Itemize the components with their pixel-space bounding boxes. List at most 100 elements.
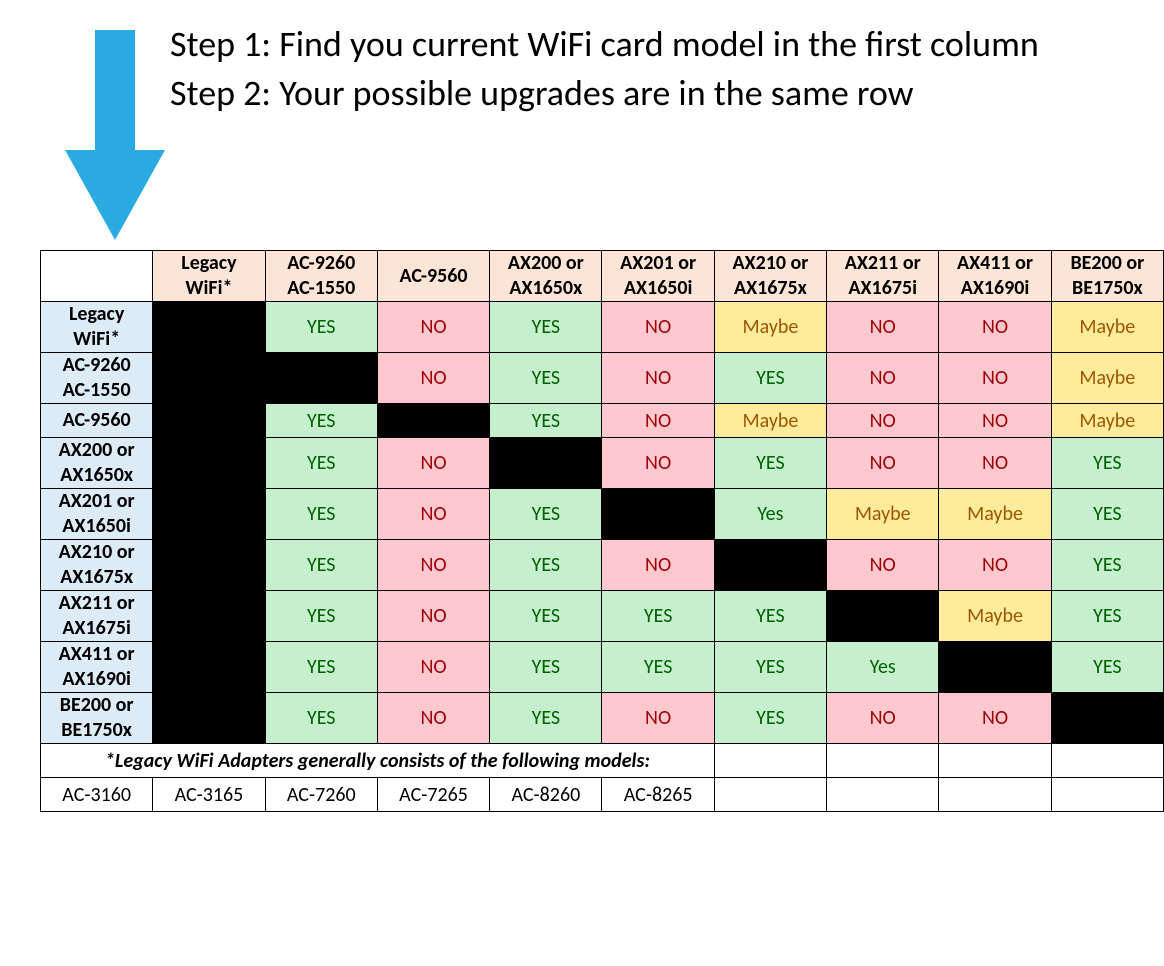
compat-cell: YES [714, 353, 826, 404]
compat-cell: NO [939, 438, 1051, 489]
footnote-text: *Legacy WiFi Adapters generally consists… [41, 744, 715, 778]
compat-cell: YES [490, 642, 602, 693]
compat-cell: Maybe [939, 489, 1051, 540]
compat-cell: YES [602, 591, 714, 642]
compat-cell: YES [490, 353, 602, 404]
compat-cell: YES [265, 404, 377, 438]
compat-cell: Maybe [1051, 353, 1163, 404]
row-header: AX211 or AX1675i [41, 591, 153, 642]
compat-cell: NO [827, 438, 939, 489]
compat-cell: Maybe [939, 591, 1051, 642]
compat-cell [153, 540, 265, 591]
column-header: AX411 or AX1690i [939, 251, 1051, 302]
column-header: AX210 or AX1675x [714, 251, 826, 302]
compat-cell [153, 591, 265, 642]
compat-cell: NO [377, 540, 489, 591]
compat-cell: Maybe [1051, 404, 1163, 438]
compat-cell: YES [1051, 591, 1163, 642]
compat-cell: NO [377, 489, 489, 540]
row-header: AX411 or AX1690i [41, 642, 153, 693]
compat-cell [490, 438, 602, 489]
compat-cell: NO [377, 438, 489, 489]
compat-cell: YES [265, 591, 377, 642]
legacy-model-cell: AC-8260 [490, 778, 602, 812]
table-corner [41, 251, 153, 302]
compat-cell [265, 353, 377, 404]
compat-cell: YES [714, 438, 826, 489]
compat-cell: NO [939, 353, 1051, 404]
compat-cell [939, 642, 1051, 693]
compat-cell: YES [490, 302, 602, 353]
compat-cell: YES [265, 489, 377, 540]
compat-cell [153, 438, 265, 489]
down-arrow-icon [60, 20, 170, 240]
compat-cell: NO [602, 302, 714, 353]
row-header: BE200 or BE1750x [41, 693, 153, 744]
compat-cell: Yes [714, 489, 826, 540]
compat-cell [1051, 693, 1163, 744]
compat-cell: YES [1051, 489, 1163, 540]
compat-cell: NO [602, 353, 714, 404]
row-header: AX200 or AX1650x [41, 438, 153, 489]
compat-cell: YES [602, 642, 714, 693]
column-header: Legacy WiFi* [153, 251, 265, 302]
compat-cell: Maybe [714, 404, 826, 438]
empty-cell [827, 778, 939, 812]
compat-cell: NO [827, 404, 939, 438]
legacy-model-cell: AC-7265 [377, 778, 489, 812]
column-header: AX211 or AX1675i [827, 251, 939, 302]
column-header: AX201 or AX1650i [602, 251, 714, 302]
compat-cell: YES [490, 404, 602, 438]
compat-cell: YES [714, 591, 826, 642]
legacy-model-cell: AC-7260 [265, 778, 377, 812]
compat-cell: Yes [827, 642, 939, 693]
compat-cell: YES [265, 540, 377, 591]
empty-cell [827, 744, 939, 778]
row-header: Legacy WiFi* [41, 302, 153, 353]
row-header: AC-9260 AC-1550 [41, 353, 153, 404]
compat-cell: YES [714, 642, 826, 693]
compat-cell: NO [377, 693, 489, 744]
compat-cell: YES [265, 302, 377, 353]
compat-cell: NO [827, 540, 939, 591]
compat-cell: NO [827, 353, 939, 404]
instructions-block: Step 1: Find you current WiFi card model… [170, 20, 1144, 117]
compat-cell: YES [1051, 438, 1163, 489]
row-header: AC-9560 [41, 404, 153, 438]
empty-cell [714, 778, 826, 812]
compat-cell [602, 489, 714, 540]
compat-cell: NO [602, 404, 714, 438]
empty-cell [1051, 778, 1163, 812]
compat-cell [377, 404, 489, 438]
compat-cell [827, 591, 939, 642]
column-header: AC-9560 [377, 251, 489, 302]
compat-cell [153, 404, 265, 438]
empty-cell [714, 744, 826, 778]
legacy-model-cell: AC-3160 [41, 778, 153, 812]
compat-cell: Maybe [1051, 302, 1163, 353]
compat-cell: Maybe [827, 489, 939, 540]
empty-cell [939, 744, 1051, 778]
row-header: AX201 or AX1650i [41, 489, 153, 540]
compat-cell: YES [490, 693, 602, 744]
column-header: AC-9260 AC-1550 [265, 251, 377, 302]
compat-cell: YES [1051, 642, 1163, 693]
legacy-model-cell: AC-3165 [153, 778, 265, 812]
compat-cell: YES [490, 489, 602, 540]
compat-cell: NO [602, 438, 714, 489]
compat-cell: NO [939, 302, 1051, 353]
column-header: AX200 or AX1650x [490, 251, 602, 302]
compat-cell: YES [265, 438, 377, 489]
compat-cell: YES [1051, 540, 1163, 591]
row-header: AX210 or AX1675x [41, 540, 153, 591]
compat-cell: NO [939, 404, 1051, 438]
compat-cell: NO [939, 693, 1051, 744]
compat-cell: NO [377, 642, 489, 693]
compat-cell [153, 489, 265, 540]
instruction-step-2: Step 2: Your possible upgrades are in th… [170, 69, 1124, 118]
compat-cell: Maybe [714, 302, 826, 353]
compat-cell: NO [827, 302, 939, 353]
compat-cell: NO [377, 353, 489, 404]
compat-cell: NO [939, 540, 1051, 591]
compat-cell: NO [377, 591, 489, 642]
